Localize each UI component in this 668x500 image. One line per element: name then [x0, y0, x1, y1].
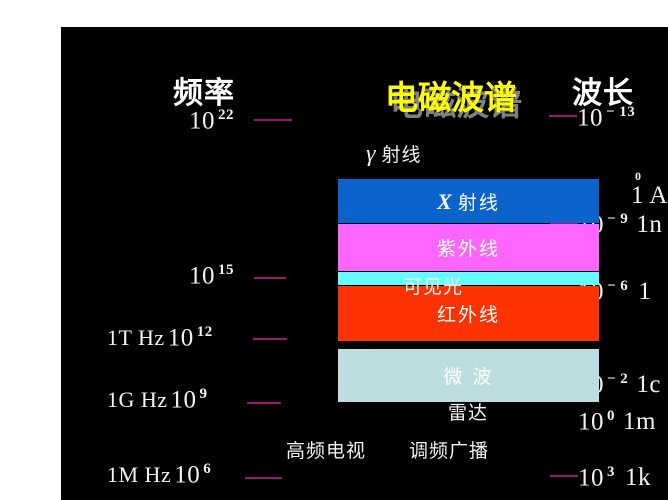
wave-unit-4: 1m: [623, 408, 656, 436]
wave-tick-5: [550, 475, 578, 477]
band-infrared-label: 红外线: [436, 304, 500, 326]
wave-exp-3: − 2: [607, 371, 629, 387]
label-radar: 雷达: [448, 402, 489, 424]
page-title: 电磁波谱: [385, 78, 517, 117]
wave-exp-5: 3: [607, 464, 615, 480]
freq-label-1g-hz: 1G Hz 10 9: [107, 386, 208, 414]
band-ultraviolet-label: 紫外线: [436, 238, 500, 260]
label-hf-tv: 高频电视: [286, 440, 367, 462]
label-gamma-ray: γ 射线: [366, 140, 421, 168]
gamma-ray-text: 射线: [381, 144, 422, 166]
band-ultraviolet[interactable]: 紫外线: [338, 224, 599, 271]
freq-label-10-22: 10 22: [186, 107, 234, 135]
wave-base-5: 10: [578, 464, 604, 492]
xray-x-symbol: X: [437, 188, 454, 214]
freq-tick-0: [254, 119, 292, 121]
freq-exp-1: 15: [218, 262, 234, 278]
band-xray-label: X 射线: [437, 188, 500, 215]
freq-exp-2: 12: [196, 324, 213, 340]
wave-exp-4: 0: [607, 408, 615, 424]
wave-exp-2: − 6: [607, 278, 629, 294]
freq-base-2: 10: [167, 324, 194, 352]
wave-label-10-3: 10 3 1k: [578, 464, 651, 492]
freq-tick-2: [253, 338, 287, 340]
header-wavelength: 波长: [572, 76, 634, 111]
freq-base-0: 10: [189, 107, 215, 135]
freq-tick-4: [245, 477, 282, 479]
band-visible[interactable]: [338, 272, 599, 285]
freq-base-4: 10: [174, 461, 201, 489]
freq-base-1: 10: [189, 262, 215, 290]
freq-prefix-4: 1M Hz: [107, 462, 172, 488]
wave-label-10-13: 10− 13: [577, 104, 635, 132]
freq-tick-3: [247, 402, 281, 404]
freq-exp-3: 9: [199, 386, 208, 402]
freq-label-1m-hz: 1M Hz 10 6: [107, 461, 211, 489]
spectrum-diagram: 频率 波长 电磁波谱 10 22 10 15 1T Hz 10 12 1G Hz 10 9 …: [61, 27, 668, 500]
band-microwave[interactable]: 微 波: [338, 349, 599, 402]
angstrom-ring: 0: [635, 169, 642, 183]
freq-prefix-2: 1T Hz: [107, 325, 165, 351]
wave-tick-0: [549, 115, 577, 117]
freq-base-3: 10: [170, 386, 197, 414]
freq-label-10-15: 10 15: [186, 262, 234, 290]
band-xray[interactable]: X 射线: [338, 179, 599, 223]
wave-tick-1: [550, 222, 578, 224]
xray-label-text: 射线: [457, 191, 500, 214]
wave-exp-1: − 9: [607, 211, 629, 227]
freq-tick-1: [254, 277, 286, 279]
header-frequency: 频率: [173, 76, 235, 111]
wave-base-0: 10: [577, 104, 603, 132]
label-visible-light: 可见光: [403, 276, 464, 298]
wave-unit-1: 1n: [636, 211, 663, 239]
freq-label-1t-hz: 1T Hz 10 12: [107, 324, 213, 352]
band-microwave-label: 微 波: [443, 366, 494, 388]
band-infrared[interactable]: 红外线: [338, 286, 599, 341]
wave-unit-3: 1c: [636, 371, 661, 399]
freq-prefix-3: 1G Hz: [107, 387, 168, 413]
gamma-symbol: γ: [366, 141, 377, 167]
wave-base-4: 10: [578, 408, 604, 436]
freq-exp-0: 22: [218, 107, 234, 123]
freq-exp-4: 6: [203, 461, 212, 477]
angstrom-value: 1 A: [631, 182, 668, 209]
wave-unit-5: 1k: [625, 464, 651, 492]
wave-exp-0: − 13: [606, 104, 636, 120]
label-fm-radio: 调频广播: [409, 440, 490, 462]
wave-label-10-0: 10 0 1m: [578, 408, 656, 436]
wave-unit-2: 1: [638, 278, 652, 306]
